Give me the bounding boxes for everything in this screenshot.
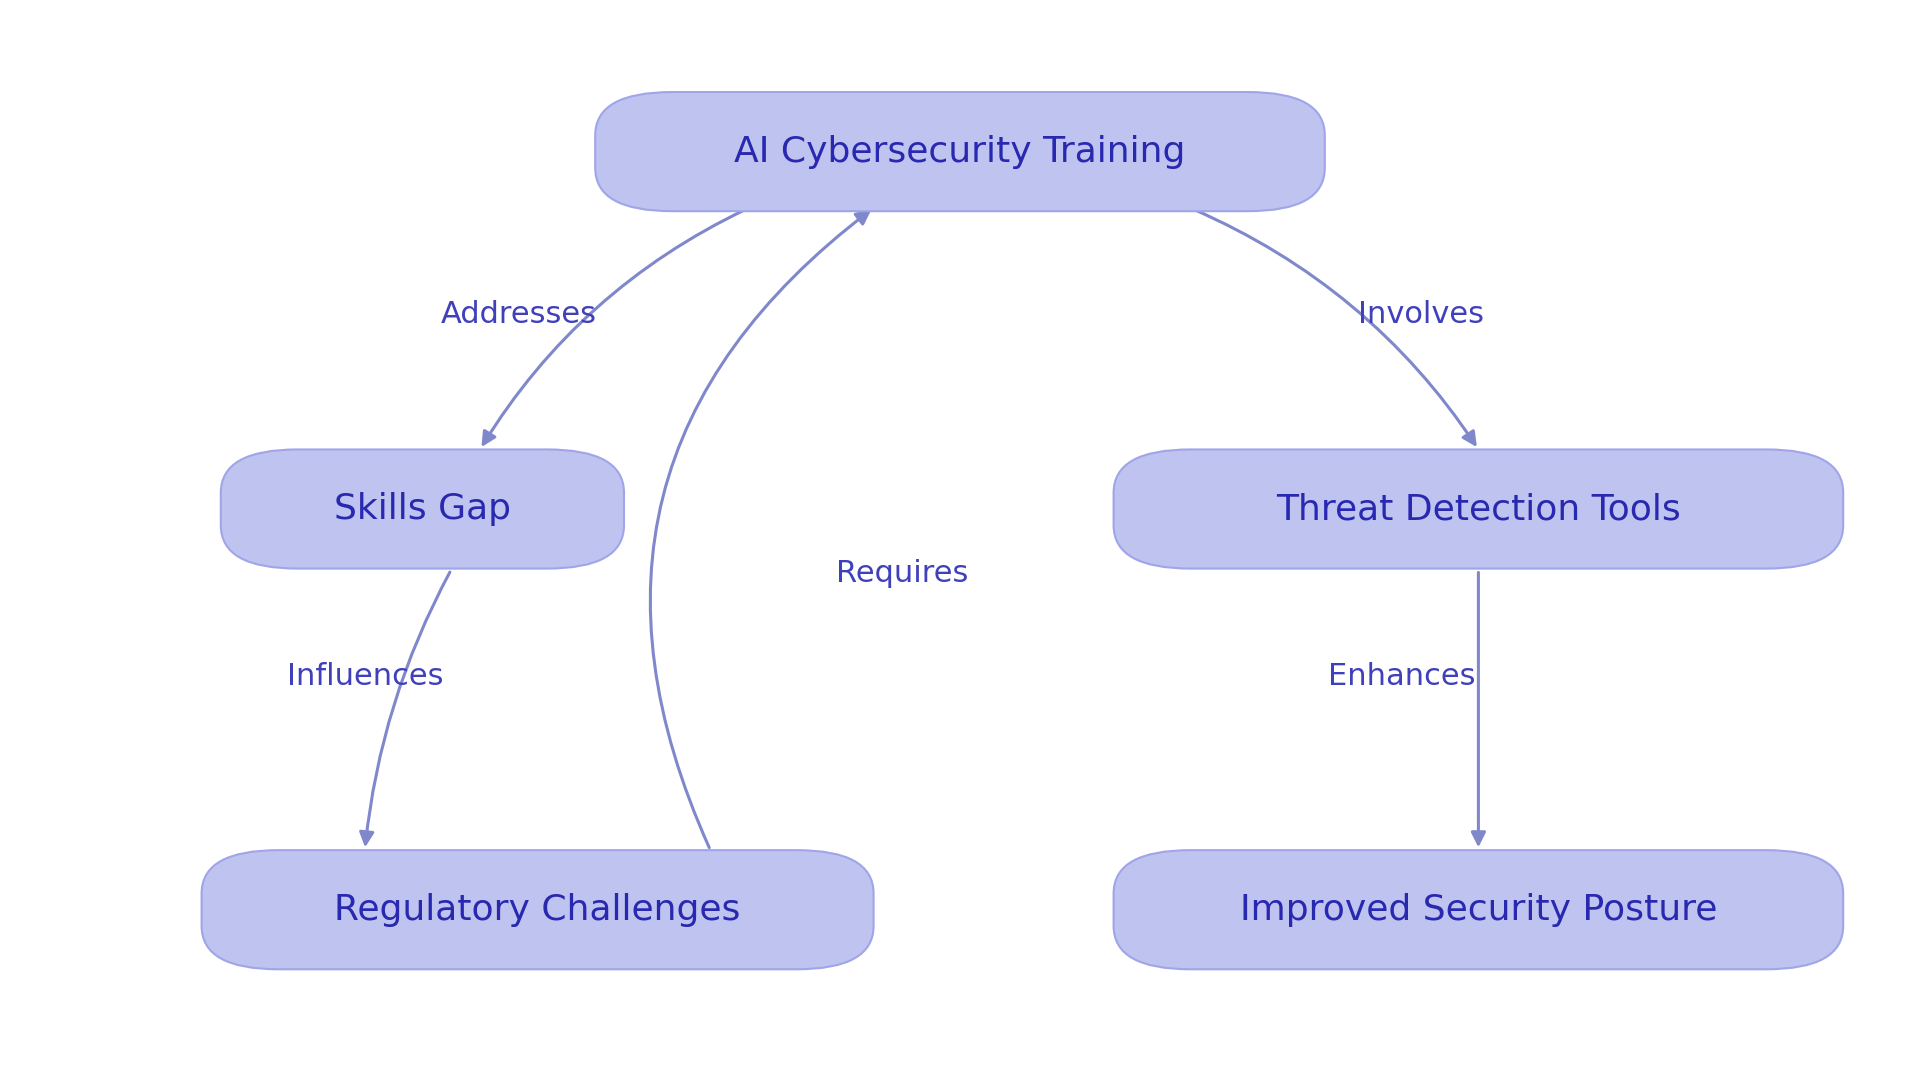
Text: Skills Gap: Skills Gap: [334, 492, 511, 526]
Text: AI Cybersecurity Training: AI Cybersecurity Training: [733, 134, 1187, 169]
Text: Addresses: Addresses: [440, 300, 597, 328]
Text: Requires: Requires: [837, 560, 968, 588]
Text: Influences: Influences: [286, 663, 444, 691]
Text: Regulatory Challenges: Regulatory Challenges: [334, 892, 741, 927]
Text: Improved Security Posture: Improved Security Posture: [1240, 892, 1716, 927]
FancyBboxPatch shape: [595, 92, 1325, 211]
FancyBboxPatch shape: [1114, 850, 1843, 969]
Text: Threat Detection Tools: Threat Detection Tools: [1277, 492, 1680, 526]
FancyBboxPatch shape: [1114, 449, 1843, 569]
Text: Involves: Involves: [1357, 300, 1484, 328]
FancyBboxPatch shape: [202, 850, 874, 969]
FancyBboxPatch shape: [221, 449, 624, 569]
Text: Enhances: Enhances: [1329, 663, 1475, 691]
